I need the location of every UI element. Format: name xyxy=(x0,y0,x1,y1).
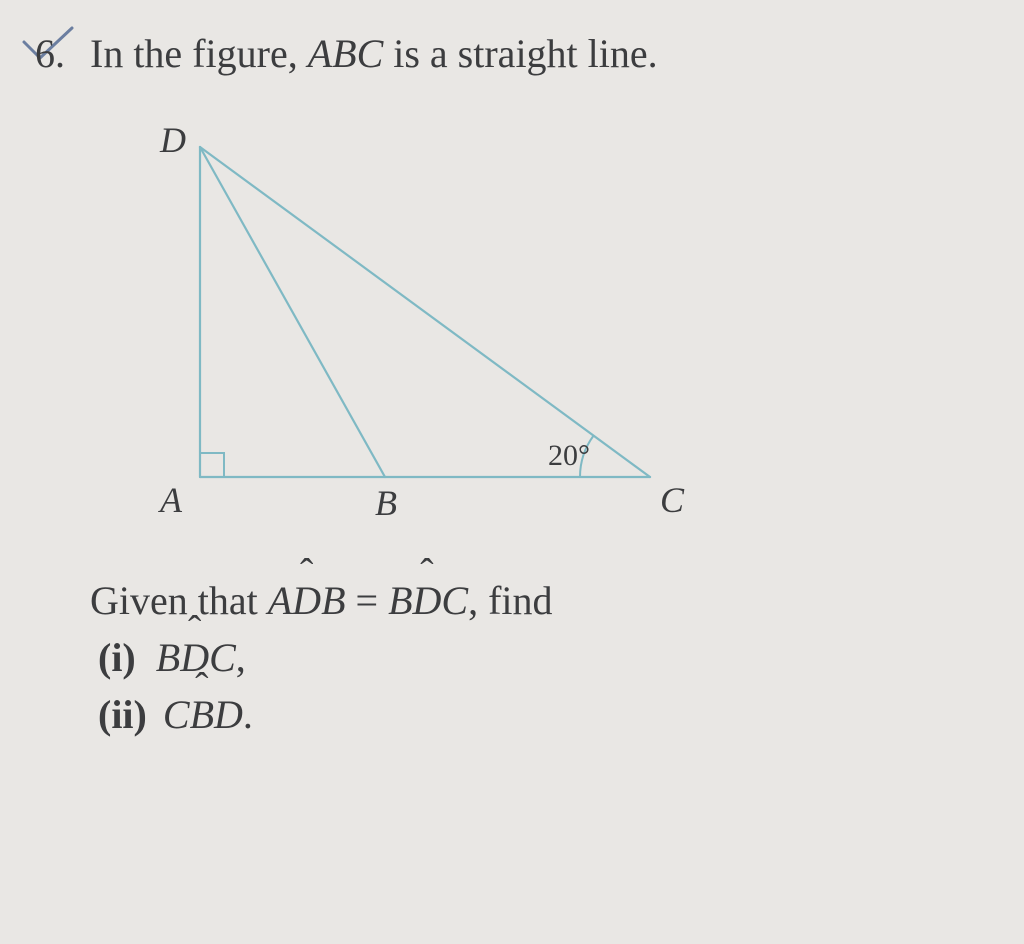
given-bdc-b: B xyxy=(388,578,412,623)
part-ii-end: . xyxy=(243,692,253,737)
given-eq: = xyxy=(346,578,389,623)
prompt-abc: ABC xyxy=(308,31,384,76)
right-angle-marker xyxy=(200,453,224,477)
given-prefix: Given that xyxy=(90,578,268,623)
given-adb-b: B xyxy=(321,578,345,623)
given-suffix: , find xyxy=(468,578,552,623)
part-ii-b: ˆB xyxy=(190,692,214,737)
part-i-num: (i) xyxy=(98,635,136,680)
label-d: D xyxy=(159,120,186,160)
part-ii-num: (ii) xyxy=(98,692,147,737)
part-i-b: B xyxy=(156,635,180,680)
question-number: 6. xyxy=(35,30,65,77)
label-a: A xyxy=(158,480,183,520)
line-dc xyxy=(200,147,650,477)
label-b: B xyxy=(375,483,397,523)
question-prompt: 6. In the figure, ABC is a straight line… xyxy=(90,30,974,77)
prompt-text-after: is a straight line. xyxy=(383,31,657,76)
part-i-end: , xyxy=(236,635,246,680)
part-ii-c: C xyxy=(163,692,190,737)
part-i: (i) BˆDC, xyxy=(90,634,974,681)
worksheet-page: 6. In the figure, ABC is a straight line… xyxy=(0,0,1024,944)
diagram-container: 20° A B C D xyxy=(130,107,974,547)
part-ii-d: D xyxy=(214,692,243,737)
given-adb-d: ˆD xyxy=(292,578,321,623)
given-adb-a: A xyxy=(268,578,292,623)
part-ii: (ii) CˆBD. xyxy=(90,691,974,738)
given-bdc-c: C xyxy=(441,578,468,623)
label-c: C xyxy=(660,480,685,520)
given-line: Given that AˆDB = BˆDC, find xyxy=(90,577,974,624)
angle-label-20: 20° xyxy=(548,439,590,472)
triangle-diagram: 20° A B C D xyxy=(130,107,690,537)
line-db xyxy=(200,147,385,477)
prompt-text-before: In the figure, xyxy=(90,31,308,76)
given-bdc-d: ˆD xyxy=(413,578,442,623)
